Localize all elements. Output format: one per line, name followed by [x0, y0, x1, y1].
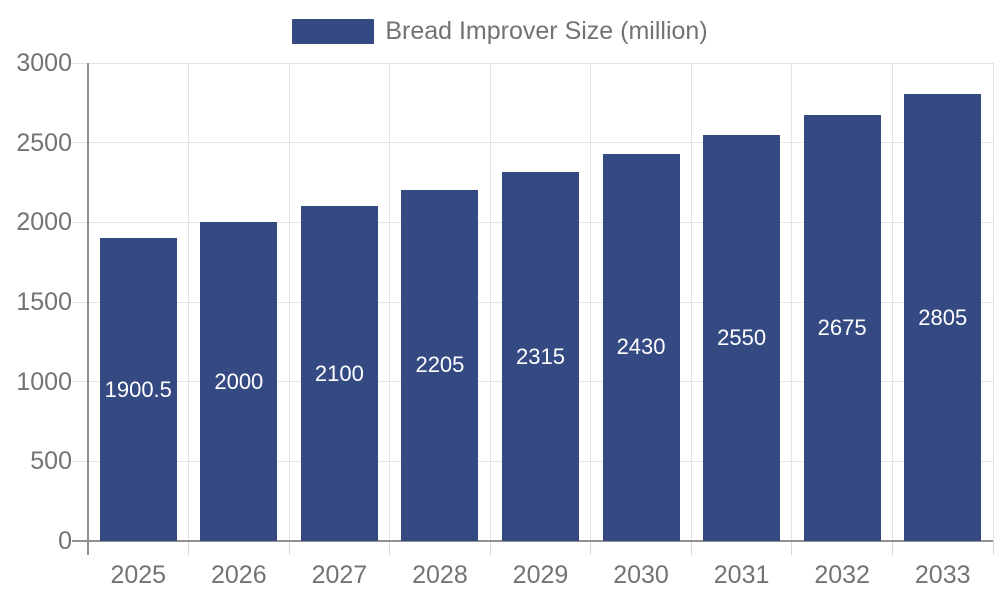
y-tick-label: 1000: [16, 367, 72, 396]
y-grid-line: [72, 62, 993, 64]
x-grid-line: [690, 63, 692, 541]
bar-value-label: 2550: [717, 324, 767, 350]
y-tick-label: 0: [58, 527, 72, 555]
x-grid-line: [288, 63, 290, 541]
x-tick-label: 2028: [412, 561, 468, 589]
x-tick-label: 2025: [110, 561, 167, 589]
x-tick-mark: [590, 541, 592, 555]
x-tick-label: 2032: [814, 561, 870, 589]
x-tick-mark: [791, 541, 793, 555]
x-grid-line: [791, 63, 793, 541]
bar[interactable]: 1900.5: [99, 238, 177, 541]
y-tick-label: 2500: [16, 128, 72, 157]
x-grid-line: [590, 63, 592, 541]
legend-label: Bread Improver Size (million): [385, 17, 708, 45]
y-tick-label: 2000: [16, 208, 72, 237]
y-tick-label: 1500: [16, 288, 72, 316]
bar[interactable]: 2100: [300, 206, 378, 541]
x-tick-label: 2029: [512, 561, 569, 589]
legend[interactable]: Bread Improver Size (million): [0, 16, 1000, 46]
x-grid-line: [891, 63, 893, 541]
x-tick-mark: [288, 541, 290, 555]
y-tick-label: 500: [30, 447, 72, 476]
x-tick-mark: [188, 541, 190, 555]
x-axis-line: [72, 540, 993, 542]
bar[interactable]: 2205: [401, 189, 479, 541]
x-tick-mark: [690, 541, 692, 555]
x-tick-mark: [389, 541, 391, 555]
x-grid-line: [992, 63, 994, 541]
bar-value-label: 2100: [314, 360, 364, 386]
x-grid-line: [489, 63, 491, 541]
bar-value-label: 2315: [516, 343, 565, 369]
bar[interactable]: 2550: [703, 134, 781, 541]
bar-value-label: 2000: [214, 368, 264, 394]
bar[interactable]: 2675: [803, 114, 881, 541]
x-grid-line: [389, 63, 391, 541]
x-tick-label: 2033: [914, 561, 971, 589]
bar[interactable]: 2315: [502, 172, 579, 541]
x-tick-label: 2026: [211, 561, 267, 589]
x-tick-mark: [489, 541, 491, 555]
x-grid-line: [188, 63, 190, 541]
y-axis-line: [87, 63, 89, 555]
bar[interactable]: 2805: [904, 94, 982, 541]
x-tick-label: 2031: [713, 561, 770, 589]
bar-value-label: 2675: [817, 314, 867, 340]
bar-value-label: 2430: [616, 334, 666, 360]
y-tick-label: 3000: [16, 49, 72, 77]
bar-value-label: 2805: [918, 304, 968, 330]
x-tick-mark: [891, 541, 893, 555]
bar-value-label: 2205: [415, 352, 465, 378]
legend-swatch: [292, 18, 375, 44]
x-tick-label: 2027: [311, 561, 368, 589]
bar[interactable]: 2000: [200, 222, 278, 541]
x-tick-mark: [992, 541, 994, 555]
bar[interactable]: 2430: [602, 153, 680, 541]
bar-value-label: 1900.5: [104, 376, 172, 402]
y-grid-line: [72, 142, 993, 144]
x-tick-label: 2030: [613, 561, 669, 589]
